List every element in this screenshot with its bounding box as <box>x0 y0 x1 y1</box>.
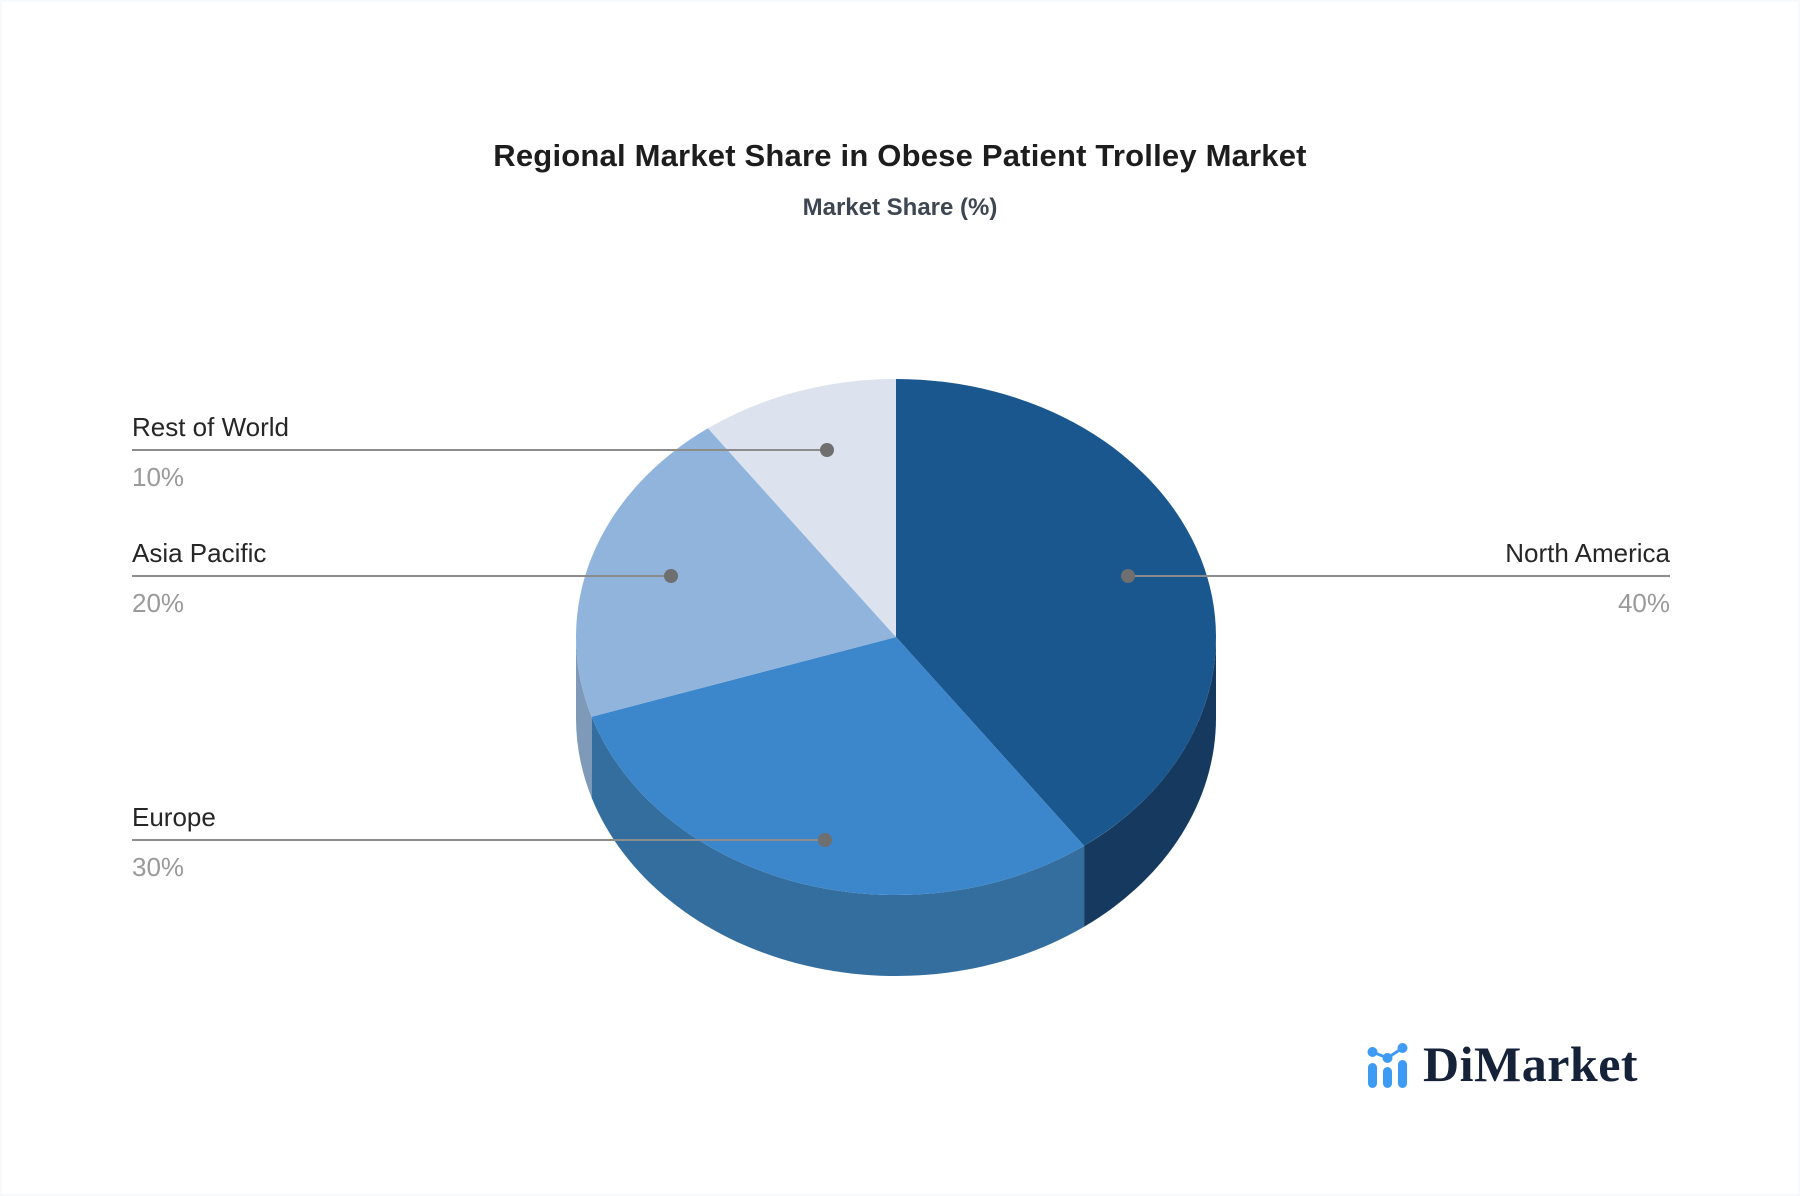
brand-logo-text: DiMarket <box>1423 1036 1639 1092</box>
callout-europe-label: Europe <box>132 802 216 832</box>
leader-dot-europe <box>818 833 832 847</box>
callout-north-america-pct: 40% <box>1617 588 1670 618</box>
page-title: Regional Market Share in Obese Patient T… <box>493 138 1307 173</box>
leader-dot-asia-pacific <box>664 569 678 583</box>
pie-slice-europe <box>591 637 1085 895</box>
callout-europe-pct: 30% <box>132 852 185 882</box>
callout-north-america-label: North America <box>1505 538 1670 568</box>
pie-slice-side-asia-pacific <box>576 637 592 798</box>
pie-slice-rest-of-world <box>707 379 896 637</box>
leader-dot-north-america <box>1121 569 1135 583</box>
callout-rest-of-world-pct: 10% <box>132 462 185 492</box>
page-subtitle: Market Share (%) <box>802 194 998 221</box>
callout-asia-pacific-pct: 20% <box>132 588 185 618</box>
leader-dot-rest-of-world <box>820 443 834 457</box>
callout-asia-pacific-label: Asia Pacific <box>132 538 267 568</box>
brand-logo: DiMarket <box>1366 1036 1639 1092</box>
pie-slice-asia-pacific <box>576 428 896 717</box>
bar-chart-icon <box>1367 1043 1408 1088</box>
pie-slice-side-europe <box>591 716 1085 977</box>
pie-slice-side-north-america <box>1084 637 1216 927</box>
callout-rest-of-world-label: Rest of World <box>132 412 290 442</box>
pie-slice-north-america <box>896 379 1216 846</box>
